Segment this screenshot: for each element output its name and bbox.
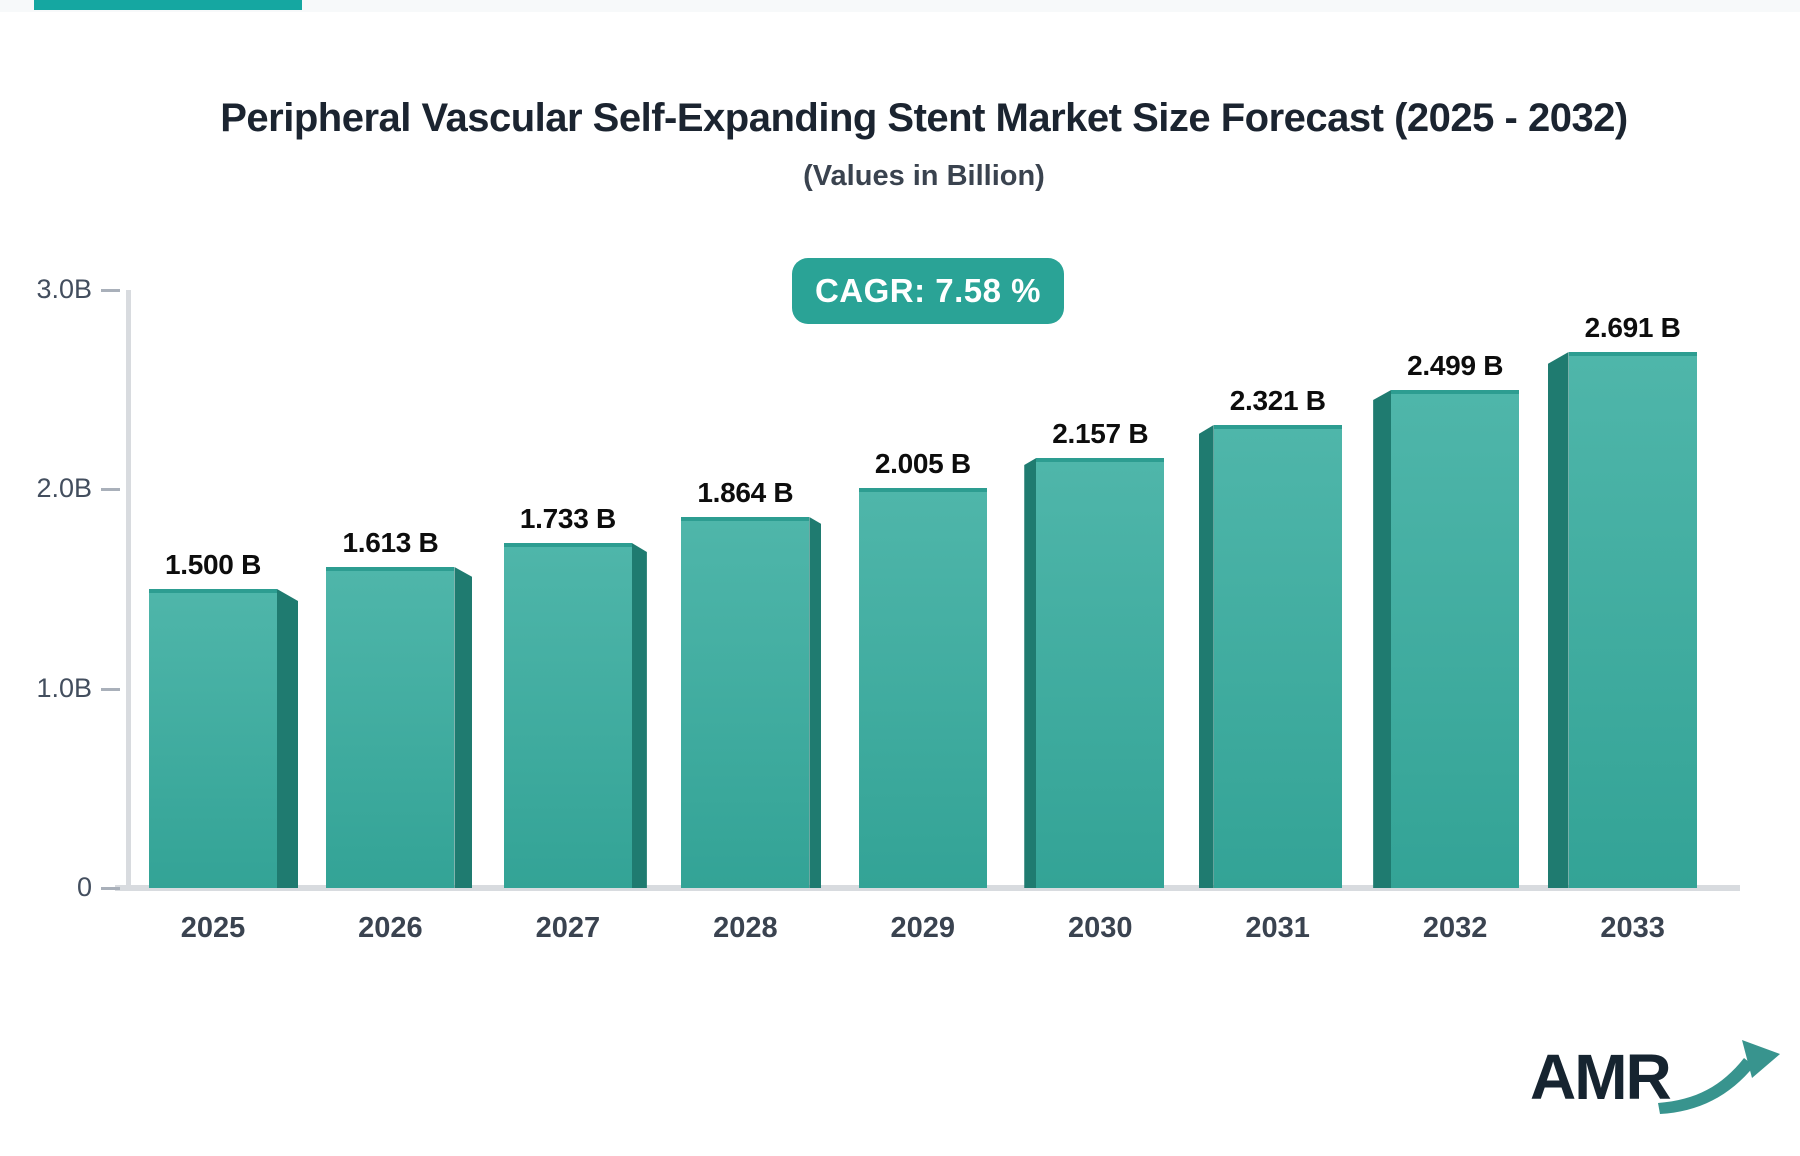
bar-top-edge xyxy=(1391,390,1520,394)
y-axis-line xyxy=(126,290,131,888)
bar-front-face xyxy=(503,543,632,888)
bar-side-face xyxy=(1024,458,1037,888)
bar-side-face xyxy=(277,589,298,888)
bar-front-face xyxy=(858,488,987,888)
x-tick-label-2033: 2033 xyxy=(1600,912,1665,944)
bar-value-label: 1.500 B xyxy=(165,549,261,580)
bar-2028[interactable]: 1.864 B xyxy=(681,477,822,888)
x-tick-label-2031: 2031 xyxy=(1245,912,1310,944)
y-tick-label: 0 xyxy=(76,872,92,902)
bar-value-label: 1.613 B xyxy=(342,527,439,558)
bar-2031[interactable]: 2.321 B xyxy=(1198,385,1342,888)
bar-front-face xyxy=(149,589,277,888)
bar-top-edge xyxy=(1213,425,1342,429)
amr-logo-text: AMR xyxy=(1530,1041,1672,1113)
bar-top-edge xyxy=(681,517,810,521)
bar-front-face xyxy=(1213,425,1342,888)
bar-front-face xyxy=(1036,458,1165,888)
bar-front-face xyxy=(326,567,455,888)
bar-top-edge xyxy=(149,589,277,593)
x-tick-label-2032: 2032 xyxy=(1422,912,1488,944)
bar-side-face xyxy=(631,543,647,888)
y-tick-label: 2.0B xyxy=(36,473,92,504)
bar-front-face xyxy=(681,517,810,888)
x-tick-label-2028: 2028 xyxy=(713,912,778,944)
bar-front-face xyxy=(1568,352,1697,888)
bar-value-label: 2.691 B xyxy=(1584,312,1681,343)
amr-logo: AMR xyxy=(1520,1034,1780,1124)
bar-top-edge xyxy=(858,488,987,492)
x-tick-label-2025: 2025 xyxy=(180,912,246,944)
chart-title: Peripheral Vascular Self-Expanding Stent… xyxy=(220,96,1628,140)
bar-value-label: 1.733 B xyxy=(519,503,616,534)
bar-value-label: 2.499 B xyxy=(1407,350,1504,381)
bar-2025[interactable]: 1.500 B xyxy=(149,549,298,888)
top-strip xyxy=(0,0,1800,12)
bar-side-face xyxy=(454,567,473,888)
cagr-badge: CAGR: 7.58 % xyxy=(792,258,1064,324)
y-tick-mark xyxy=(101,289,120,293)
bar-value-label: 2.321 B xyxy=(1229,385,1326,416)
y-tick-label: 3.0B xyxy=(36,274,92,305)
bar-side-face xyxy=(1547,352,1569,888)
bar-top-edge xyxy=(1568,352,1697,356)
x-tick-label-2029: 2029 xyxy=(890,912,956,944)
bar-2027[interactable]: 1.733 B xyxy=(503,503,647,888)
bar-2026[interactable]: 1.613 B xyxy=(326,527,473,888)
bar-side-face xyxy=(1198,425,1214,888)
y-tick-mark xyxy=(101,488,120,492)
bar-front-face xyxy=(1391,390,1520,888)
bar-top-edge xyxy=(503,543,632,547)
bar-2030[interactable]: 2.157 B xyxy=(1024,418,1165,888)
bar-2032[interactable]: 2.499 B xyxy=(1373,350,1520,888)
chart-subtitle: (Values in Billion) xyxy=(803,160,1045,192)
y-tick-mark xyxy=(101,887,120,890)
x-axis-baseline xyxy=(115,885,1740,891)
x-tick-label-2030: 2030 xyxy=(1067,912,1133,944)
bar-side-face xyxy=(809,517,822,888)
x-tick-label-2026: 2026 xyxy=(358,912,423,944)
top-accent-strip xyxy=(34,0,302,10)
bar-side-face xyxy=(1373,390,1392,888)
bar-value-label: 2.005 B xyxy=(874,448,971,479)
y-tick-mark xyxy=(101,687,120,691)
x-tick-label-2027: 2027 xyxy=(535,912,601,944)
bar-2029[interactable]: 2.005 B xyxy=(858,448,987,888)
bar-top-edge xyxy=(1036,458,1165,462)
bar-value-label: 2.157 B xyxy=(1052,418,1149,449)
bar-value-label: 1.864 B xyxy=(697,477,794,508)
bar-2033[interactable]: 2.691 B xyxy=(1547,312,1697,888)
bar-top-edge xyxy=(326,567,455,571)
y-tick-label: 1.0B xyxy=(36,672,92,703)
growth-arrow-icon xyxy=(1658,1040,1780,1114)
